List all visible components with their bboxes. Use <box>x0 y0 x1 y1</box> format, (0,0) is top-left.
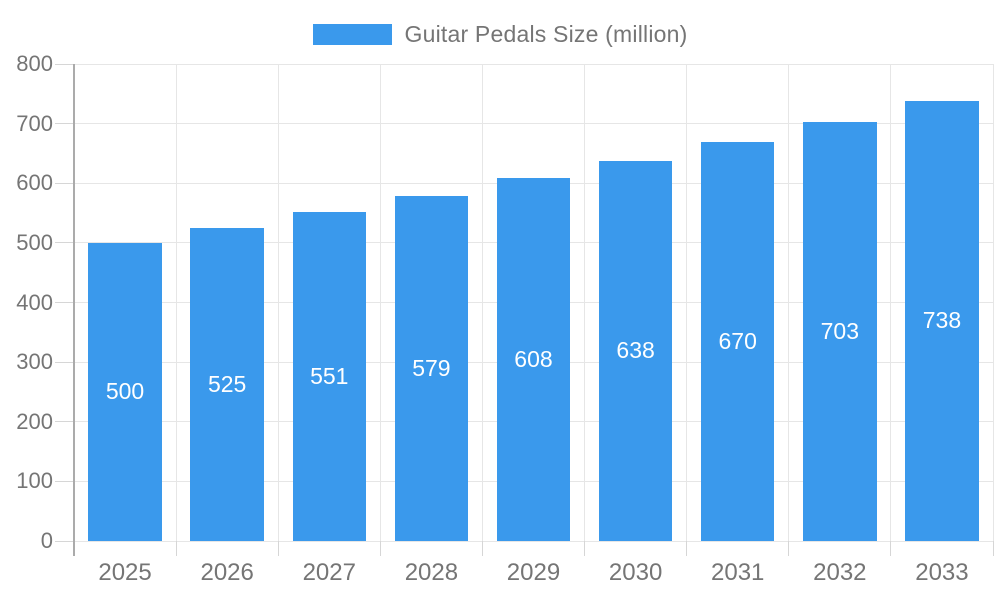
x-gridline <box>890 64 892 541</box>
x-tick-mark <box>788 541 790 556</box>
bar[interactable]: 608 <box>496 178 571 541</box>
y-tick-label: 300 <box>16 349 53 375</box>
bar-value-label: 738 <box>922 307 962 334</box>
x-gridline <box>686 64 688 541</box>
x-tick-label: 2031 <box>711 559 765 586</box>
x-gridline <box>481 64 483 541</box>
y-gridline <box>74 123 993 125</box>
x-tick-label: 2028 <box>404 559 459 586</box>
x-tick-label: 2026 <box>200 559 254 586</box>
bar-value-label: 525 <box>207 370 247 397</box>
y-tick-mark <box>55 242 74 244</box>
bar-value-label: 638 <box>616 337 655 364</box>
bar-value-label: 670 <box>718 327 757 354</box>
y-gridline <box>74 540 993 542</box>
y-tick-label: 700 <box>16 110 53 136</box>
x-tick-mark <box>584 541 586 556</box>
legend-label: Guitar Pedals Size (million) <box>404 21 688 47</box>
y-tick-label: 100 <box>16 468 53 494</box>
y-axis-line <box>73 64 75 556</box>
x-tick-mark <box>992 541 994 556</box>
bar[interactable]: 579 <box>394 195 469 541</box>
y-tick-label: 0 <box>40 528 53 553</box>
x-gridline <box>788 64 790 541</box>
y-tick-mark <box>55 123 74 125</box>
y-tick-mark <box>55 361 74 363</box>
x-tick-mark <box>277 541 279 556</box>
y-tick-mark <box>55 480 74 482</box>
y-tick-label: 600 <box>16 170 53 196</box>
bar-value-label: 703 <box>820 317 859 344</box>
y-tick-mark <box>55 182 74 184</box>
x-gridline <box>175 64 177 541</box>
y-gridline <box>74 63 993 65</box>
bar[interactable]: 670 <box>700 141 775 541</box>
x-gridline <box>379 64 381 541</box>
y-tick-mark <box>55 540 74 542</box>
chart-legend[interactable]: Guitar Pedals Size (million) <box>0 21 1000 48</box>
y-tick-mark <box>55 63 74 65</box>
x-gridline <box>584 64 586 541</box>
x-tick-label: 2030 <box>608 559 663 586</box>
bar[interactable]: 551 <box>292 212 367 541</box>
bar[interactable]: 638 <box>598 160 673 541</box>
bar[interactable]: 703 <box>803 121 877 541</box>
x-tick-mark <box>481 541 483 556</box>
bar[interactable]: 500 <box>88 242 162 541</box>
bar[interactable]: 525 <box>190 227 264 541</box>
x-tick-label: 2027 <box>302 559 356 586</box>
y-tick-label: 800 <box>16 51 53 76</box>
x-tick-label: 2032 <box>813 559 867 586</box>
x-tick-mark <box>175 541 177 556</box>
y-tick-mark <box>55 421 74 423</box>
y-tick-label: 500 <box>16 229 53 255</box>
y-tick-label: 200 <box>16 408 53 434</box>
x-tick-label: 2025 <box>98 559 152 586</box>
y-tick-mark <box>55 302 74 303</box>
legend-swatch <box>312 24 392 45</box>
x-tick-mark <box>686 541 688 556</box>
y-tick-label: 400 <box>16 289 53 315</box>
x-tick-mark <box>890 541 892 556</box>
x-tick-mark <box>379 541 381 556</box>
bar-value-label: 579 <box>412 354 451 381</box>
x-tick-label: 2033 <box>915 559 969 586</box>
x-gridline <box>277 64 279 541</box>
bar-value-label: 500 <box>105 378 145 405</box>
x-tick-label: 2029 <box>506 559 561 586</box>
bar[interactable]: 738 <box>905 100 979 541</box>
bar-value-label: 551 <box>310 363 349 390</box>
bar-value-label: 608 <box>514 346 553 373</box>
x-gridline <box>992 64 994 541</box>
